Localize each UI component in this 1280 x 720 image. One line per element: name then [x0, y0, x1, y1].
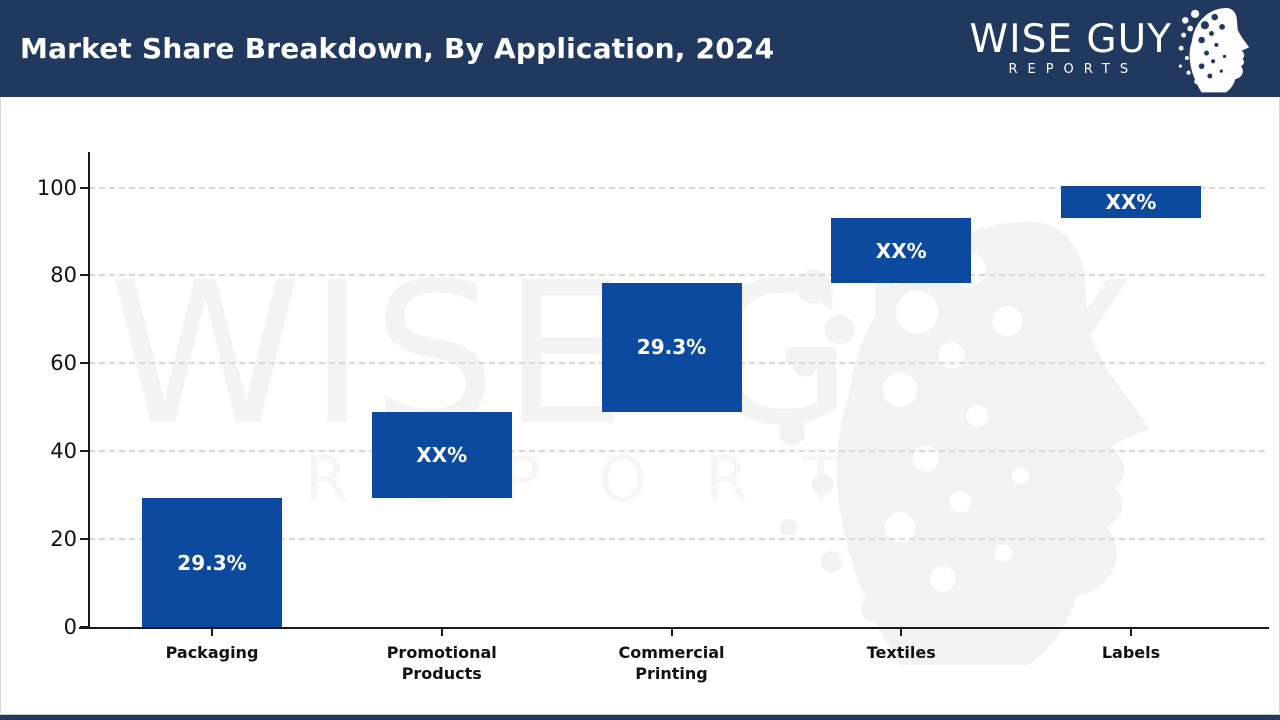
- y-axis-tick-label: 20: [50, 527, 77, 552]
- y-axis-tick-label: 80: [50, 263, 77, 288]
- y-axis-tick-label: 0: [63, 615, 77, 639]
- bar-textiles: XX%: [831, 218, 972, 283]
- y-axis-tick: [80, 362, 89, 365]
- x-axis-category-label: Promotional Products: [386, 643, 497, 683]
- y-axis-tick-label: 100: [36, 175, 77, 200]
- footer-bar: [0, 715, 1280, 720]
- gridline: [89, 450, 1265, 453]
- y-axis-line: [88, 152, 90, 629]
- chart-title: Market Share Breakdown, By Application, …: [20, 32, 775, 65]
- header: Market Share Breakdown, By Application, …: [0, 0, 1280, 97]
- gridline: [89, 186, 1265, 189]
- x-axis-tick: [670, 629, 673, 636]
- y-axis-tick: [80, 186, 89, 189]
- x-axis-tick: [900, 629, 903, 636]
- bar-labels: XX%: [1061, 186, 1201, 219]
- y-axis-tick: [80, 450, 89, 453]
- y-axis-tick: [80, 538, 89, 541]
- bar-promotional-products: XX%: [371, 411, 512, 499]
- y-axis-tick: [80, 274, 89, 277]
- y-axis-tick-label: 40: [50, 439, 77, 464]
- y-axis-tick: [80, 626, 89, 628]
- bar-value-label: XX%: [416, 442, 468, 467]
- bar-packaging: 29.3%: [142, 498, 282, 627]
- x-axis-tick: [1130, 629, 1132, 636]
- bar-value-label: 29.3%: [177, 550, 247, 575]
- y-axis-tick-label: 60: [50, 351, 77, 376]
- logo-face-icon: [1178, 7, 1250, 92]
- bar-value-label: XX%: [1105, 190, 1157, 215]
- x-axis-line: [79, 627, 1269, 629]
- logo-subtitle: REPORTS: [1008, 62, 1139, 77]
- x-axis-category-label: Packaging: [165, 643, 259, 662]
- x-axis-category-label: Commercial Printing: [618, 643, 725, 683]
- logo-wordmark: WISE GUY: [969, 17, 1172, 62]
- plot-area: 0 20 40 60 80 100 29.3% XX% 29.3% XX% XX% Packaging…: [1, 97, 1279, 714]
- logo-text: WISE GUY REPORTS: [970, 20, 1172, 77]
- x-axis-category-label: Textiles: [866, 643, 936, 662]
- wise-guy-logo: WISE GUY REPORTS: [970, 4, 1262, 94]
- bar-value-label: XX%: [875, 238, 927, 263]
- bar-value-label: 29.3%: [636, 335, 707, 360]
- gridline: [89, 538, 1265, 541]
- bar-commercial-printing: 29.3%: [601, 282, 742, 412]
- x-axis-category-label: Labels: [1101, 643, 1161, 662]
- x-axis-tick: [211, 629, 213, 636]
- x-axis-tick: [440, 629, 443, 636]
- chart-region: WISE GUY REPORTS 0 20 40 60 80 100 29.3% XX% 29.…: [0, 97, 1280, 715]
- gridline: [89, 274, 1265, 277]
